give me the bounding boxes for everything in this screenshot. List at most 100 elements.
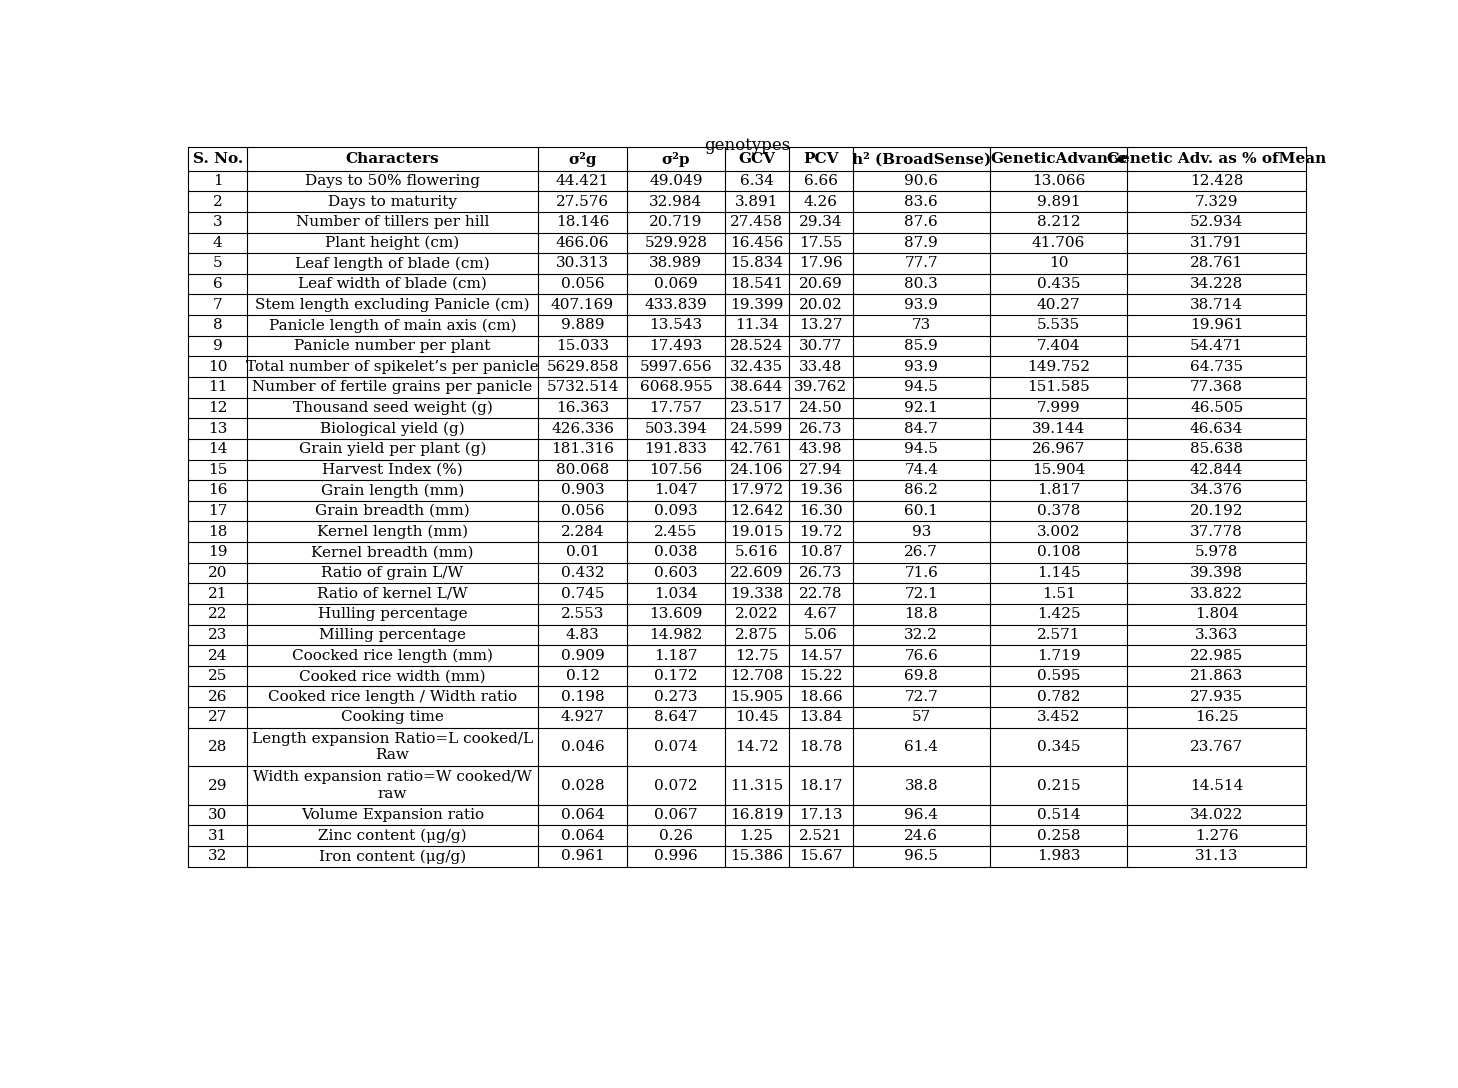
Text: Thousand seed weight (g): Thousand seed weight (g) <box>293 400 493 416</box>
Text: 24.106: 24.106 <box>730 462 783 477</box>
Text: 93: 93 <box>911 524 932 539</box>
Text: Total number of spikelet’s per panicle: Total number of spikelet’s per panicle <box>246 360 539 373</box>
Text: 30: 30 <box>208 808 227 823</box>
Text: 1.25: 1.25 <box>739 829 774 843</box>
Text: Number of tillers per hill: Number of tillers per hill <box>296 215 490 230</box>
Text: 0.258: 0.258 <box>1037 829 1080 843</box>
Text: 24.599: 24.599 <box>730 421 783 435</box>
Text: 16.819: 16.819 <box>730 808 783 823</box>
Text: 466.06: 466.06 <box>555 236 609 250</box>
Text: 26.73: 26.73 <box>799 421 843 435</box>
Text: 5: 5 <box>213 257 223 271</box>
Text: 16.456: 16.456 <box>730 236 783 250</box>
Text: 38.8: 38.8 <box>904 779 937 792</box>
Text: Kernel length (mm): Kernel length (mm) <box>316 524 468 539</box>
Text: 23.517: 23.517 <box>730 400 783 415</box>
Text: Grain yield per plant (g): Grain yield per plant (g) <box>299 442 486 456</box>
Text: Characters: Characters <box>346 152 439 166</box>
Text: 17: 17 <box>208 504 227 518</box>
Text: 38.714: 38.714 <box>1190 298 1244 312</box>
Text: 1.034: 1.034 <box>655 586 698 601</box>
Text: 2.553: 2.553 <box>561 607 604 621</box>
Text: 17.96: 17.96 <box>799 257 843 271</box>
Text: 49.049: 49.049 <box>649 174 703 188</box>
Text: 46.505: 46.505 <box>1190 400 1244 415</box>
Text: 1.047: 1.047 <box>655 483 698 497</box>
Text: 0.378: 0.378 <box>1037 504 1080 518</box>
Text: 19.72: 19.72 <box>799 524 843 539</box>
Text: 7: 7 <box>213 298 223 312</box>
Text: 0.12: 0.12 <box>566 669 599 683</box>
Text: GCV: GCV <box>738 152 776 166</box>
Text: 16.25: 16.25 <box>1196 710 1238 725</box>
Text: 0.028: 0.028 <box>561 779 604 792</box>
Text: 85.638: 85.638 <box>1190 442 1244 456</box>
Text: 12.708: 12.708 <box>730 669 783 683</box>
Text: 24: 24 <box>208 648 227 663</box>
Text: 44.421: 44.421 <box>555 174 609 188</box>
Text: 34.376: 34.376 <box>1190 483 1244 497</box>
Text: 2: 2 <box>213 195 223 209</box>
Text: Ratio of grain L/W: Ratio of grain L/W <box>321 566 464 580</box>
Text: 19: 19 <box>208 545 227 559</box>
Text: 38.644: 38.644 <box>730 381 783 394</box>
Text: 77.368: 77.368 <box>1190 381 1244 394</box>
Text: 20.192: 20.192 <box>1190 504 1244 518</box>
Text: 18.17: 18.17 <box>799 779 843 792</box>
Text: 80.068: 80.068 <box>555 462 609 477</box>
Text: Iron content (μg/g): Iron content (μg/g) <box>319 849 467 864</box>
Text: 149.752: 149.752 <box>1026 360 1091 373</box>
Text: 15.67: 15.67 <box>799 850 843 864</box>
Text: 3.363: 3.363 <box>1196 628 1238 642</box>
Text: 5997.656: 5997.656 <box>640 360 712 373</box>
Text: 18.8: 18.8 <box>904 607 937 621</box>
Text: 27.94: 27.94 <box>799 462 843 477</box>
Text: 69.8: 69.8 <box>904 669 937 683</box>
Text: 10.87: 10.87 <box>799 545 843 559</box>
Text: 31.791: 31.791 <box>1190 236 1244 250</box>
Text: 16.30: 16.30 <box>799 504 843 518</box>
Text: Kernel breadth (mm): Kernel breadth (mm) <box>311 545 474 559</box>
Text: 74.4: 74.4 <box>904 462 937 477</box>
Text: 0.909: 0.909 <box>561 648 605 663</box>
Text: 3.002: 3.002 <box>1037 524 1080 539</box>
Text: 2.455: 2.455 <box>655 524 697 539</box>
Text: 2.022: 2.022 <box>735 607 779 621</box>
Text: 0.26: 0.26 <box>659 829 693 843</box>
Text: Panicle number per plant: Panicle number per plant <box>295 339 491 353</box>
Text: 0.198: 0.198 <box>561 690 604 704</box>
Text: 433.839: 433.839 <box>644 298 707 312</box>
Text: 0.345: 0.345 <box>1037 740 1080 754</box>
Text: 38.989: 38.989 <box>649 257 703 271</box>
Text: GeneticAdvance: GeneticAdvance <box>990 152 1127 166</box>
Text: 2.521: 2.521 <box>799 829 843 843</box>
Text: 407.169: 407.169 <box>551 298 614 312</box>
Text: 13.609: 13.609 <box>649 607 703 621</box>
Text: 96.4: 96.4 <box>904 808 939 823</box>
Text: 0.432: 0.432 <box>561 566 604 580</box>
Text: 27.576: 27.576 <box>555 195 609 209</box>
Text: 1.145: 1.145 <box>1037 566 1080 580</box>
Text: 6.66: 6.66 <box>803 174 837 188</box>
Text: 14: 14 <box>208 442 227 456</box>
Text: 7.404: 7.404 <box>1037 339 1080 353</box>
Text: 39.762: 39.762 <box>795 381 847 394</box>
Text: 0.072: 0.072 <box>655 779 698 792</box>
Text: 52.934: 52.934 <box>1190 215 1244 230</box>
Text: 16.363: 16.363 <box>555 400 609 415</box>
Text: 29.34: 29.34 <box>799 215 843 230</box>
Text: 85.9: 85.9 <box>904 339 937 353</box>
Text: 39.398: 39.398 <box>1190 566 1244 580</box>
Text: 14.514: 14.514 <box>1190 779 1244 792</box>
Text: 0.064: 0.064 <box>561 808 605 823</box>
Text: 15.834: 15.834 <box>730 257 783 271</box>
Text: 4.26: 4.26 <box>803 195 837 209</box>
Text: 5.06: 5.06 <box>803 628 837 642</box>
Text: 2.875: 2.875 <box>735 628 779 642</box>
Text: 5732.514: 5732.514 <box>547 381 618 394</box>
Text: 1.817: 1.817 <box>1037 483 1080 497</box>
Text: 87.6: 87.6 <box>904 215 937 230</box>
Text: 10: 10 <box>208 360 227 373</box>
Text: 15.033: 15.033 <box>555 339 609 353</box>
Text: PCV: PCV <box>803 152 838 166</box>
